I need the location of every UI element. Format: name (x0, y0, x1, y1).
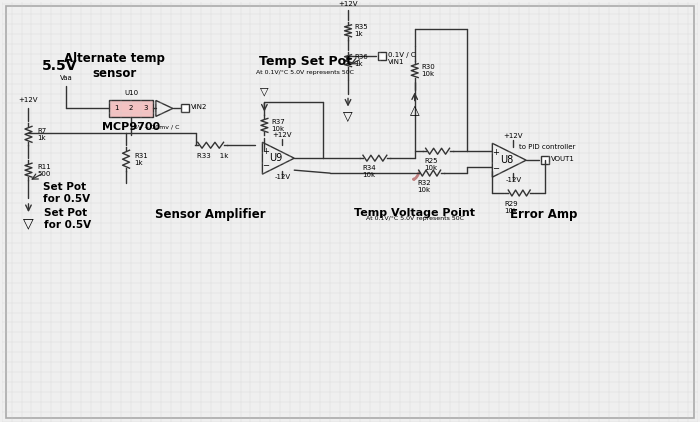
Text: ▽: ▽ (23, 216, 34, 230)
Bar (541, 156, 549, 164)
Text: VIN1: VIN1 (388, 59, 405, 65)
Text: △: △ (410, 105, 419, 117)
Text: R35
1k: R35 1k (354, 24, 368, 37)
Text: -12V: -12V (505, 177, 522, 183)
Text: ▽: ▽ (343, 111, 353, 123)
Text: R31
1k: R31 1k (134, 153, 148, 166)
Text: +12V: +12V (19, 97, 38, 103)
Text: .5V + 10mv / C: .5V + 10mv / C (132, 124, 180, 129)
Text: R11
500: R11 500 (37, 164, 51, 177)
Text: VIN2: VIN2 (190, 104, 207, 111)
Text: MCP9700: MCP9700 (102, 122, 160, 132)
Text: R30
10k: R30 10k (421, 64, 435, 77)
Text: ▽: ▽ (260, 87, 269, 97)
Text: U8: U8 (500, 155, 513, 165)
Text: U10: U10 (124, 90, 138, 96)
Text: R33    1k: R33 1k (197, 153, 228, 159)
Text: +12V: +12V (272, 133, 292, 138)
Text: +12V: +12V (338, 1, 358, 7)
Text: +: + (262, 147, 269, 156)
Text: 1: 1 (114, 106, 118, 111)
Text: Error Amp: Error Amp (510, 208, 578, 221)
Text: R29
10k: R29 10k (504, 201, 518, 214)
Text: Vaa: Vaa (60, 75, 73, 81)
Text: to PID controller: to PID controller (519, 144, 575, 150)
Text: −: − (262, 161, 269, 170)
Text: VOUT1: VOUT1 (551, 156, 575, 162)
Bar (378, 51, 386, 60)
Text: 3: 3 (144, 106, 148, 111)
Text: Sensor Amplifier: Sensor Amplifier (155, 208, 266, 221)
Text: R7
1k: R7 1k (37, 128, 47, 141)
Text: U9: U9 (269, 153, 282, 163)
Text: 5.5V: 5.5V (41, 59, 77, 73)
FancyArrowPatch shape (414, 173, 419, 179)
Text: R25
10k: R25 10k (425, 158, 438, 171)
Text: At 0.1V/°C 5.0V represents 50C: At 0.1V/°C 5.0V represents 50C (365, 216, 463, 221)
Text: +12V: +12V (503, 133, 523, 139)
Text: 0.1V / C: 0.1V / C (388, 51, 416, 58)
Text: −: − (492, 164, 499, 173)
Text: R37
10k: R37 10k (272, 119, 285, 132)
Text: R34
10k: R34 10k (362, 165, 376, 178)
Bar (109, 100, 153, 117)
Text: +: + (492, 148, 499, 157)
Text: Set Pot
for 0.5V: Set Pot for 0.5V (43, 182, 90, 204)
Text: Temp Voltage Point: Temp Voltage Point (354, 208, 475, 218)
Text: Alternate temp
sensor: Alternate temp sensor (64, 51, 164, 80)
Text: R36
1k: R36 1k (354, 54, 368, 67)
Bar (181, 105, 189, 112)
Text: At 0.1V/°C 5.0V represents 50C: At 0.1V/°C 5.0V represents 50C (256, 70, 354, 75)
Text: 2: 2 (129, 106, 133, 111)
Text: -12V: -12V (274, 174, 290, 180)
Text: Set Pot
for 0.5V: Set Pot for 0.5V (44, 208, 92, 230)
Text: Temp Set Pot: Temp Set Pot (259, 55, 351, 68)
Text: R32
10k: R32 10k (418, 180, 431, 193)
